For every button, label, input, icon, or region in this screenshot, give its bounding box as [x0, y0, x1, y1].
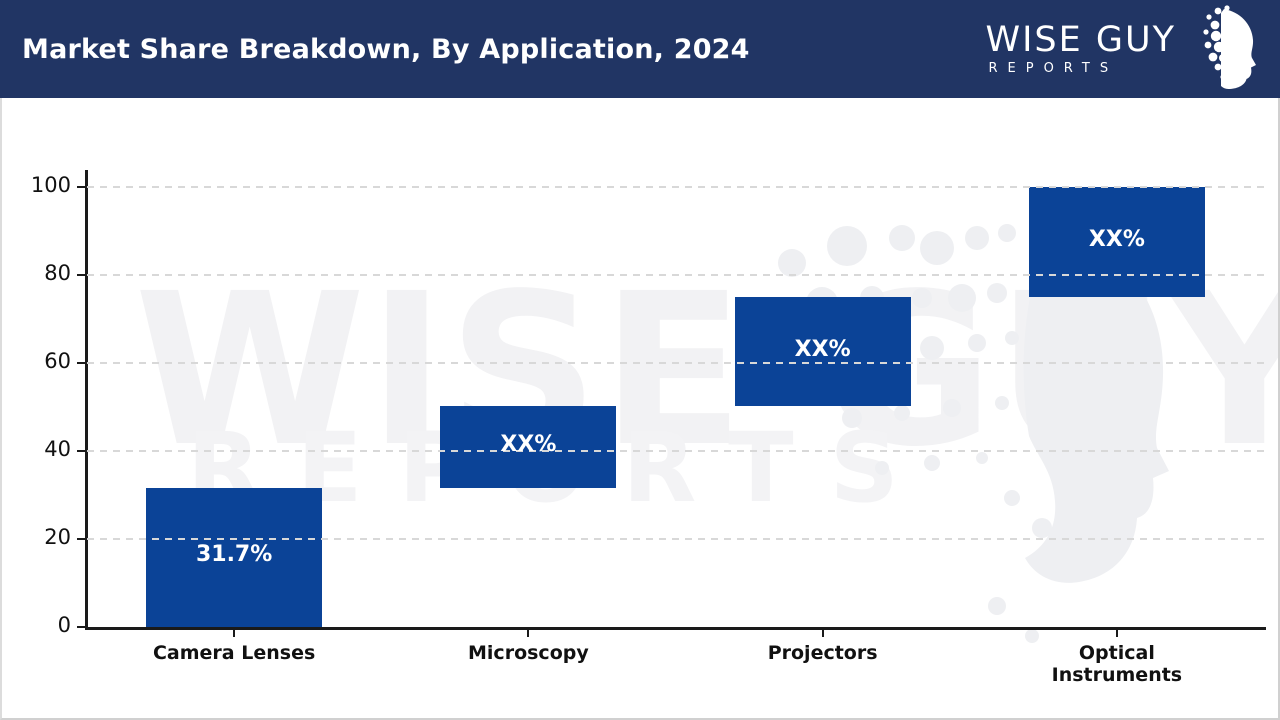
header-bar: Market Share Breakdown, By Application, … [0, 0, 1280, 98]
y-tick-mark [77, 274, 86, 276]
bar-projectors [734, 297, 911, 407]
bar-optical-instruments [1028, 187, 1205, 297]
y-axis-line [85, 170, 88, 629]
y-tick-label: 0 [57, 613, 71, 637]
chart-area: WISE GUY REPORTS 02040608010031.7%Camera… [0, 98, 1280, 720]
bar-value-label: XX% [500, 431, 557, 457]
gridline-60 [87, 362, 1264, 364]
x-category-label: Projectors [767, 642, 878, 664]
bar-value-label: XX% [1088, 227, 1145, 252]
x-tick-mark [1115, 629, 1118, 637]
wiseguy-logo-text: WISE GUY REPORTS [985, 20, 1176, 76]
page-title: Market Share Breakdown, By Application, … [22, 33, 750, 65]
y-tick-label: 80 [44, 261, 71, 285]
x-category-label: Optical Instruments [1051, 642, 1183, 687]
watermark-face-graphic [757, 216, 1177, 690]
x-tick-mark [821, 629, 824, 637]
x-category-label: Camera Lenses [152, 642, 316, 664]
bar-value-label: 31.7% [195, 542, 273, 568]
x-tick-mark [527, 629, 530, 637]
y-tick-mark [77, 362, 86, 364]
plot-area: WISE GUY REPORTS 02040608010031.7%Camera… [2, 98, 1278, 718]
bar-microscopy [440, 406, 617, 488]
logo-subtitle: REPORTS [988, 61, 1119, 76]
x-axis-line [85, 627, 1266, 630]
y-tick-label: 20 [44, 525, 71, 549]
y-tick-mark [77, 626, 86, 628]
y-tick-mark [77, 186, 86, 188]
y-tick-label: 100 [30, 173, 71, 197]
wiseguy-logo: WISE GUY REPORTS [985, 5, 1258, 93]
gridline-20 [87, 538, 1264, 540]
y-tick-mark [77, 450, 86, 452]
x-category-label: Microscopy [468, 642, 589, 664]
gridline-100 [87, 186, 1264, 188]
x-tick-mark [233, 629, 236, 637]
bar-camera-lenses [146, 487, 323, 627]
logo-wordmark: WISE GUY [985, 20, 1176, 60]
y-tick-mark [77, 538, 86, 540]
wiseguy-face-icon [1182, 5, 1258, 93]
gridline-40 [87, 450, 1264, 452]
gridline-80 [87, 274, 1264, 276]
y-tick-label: 40 [44, 437, 71, 461]
bar-value-label: XX% [794, 336, 851, 362]
y-tick-label: 60 [44, 349, 71, 373]
